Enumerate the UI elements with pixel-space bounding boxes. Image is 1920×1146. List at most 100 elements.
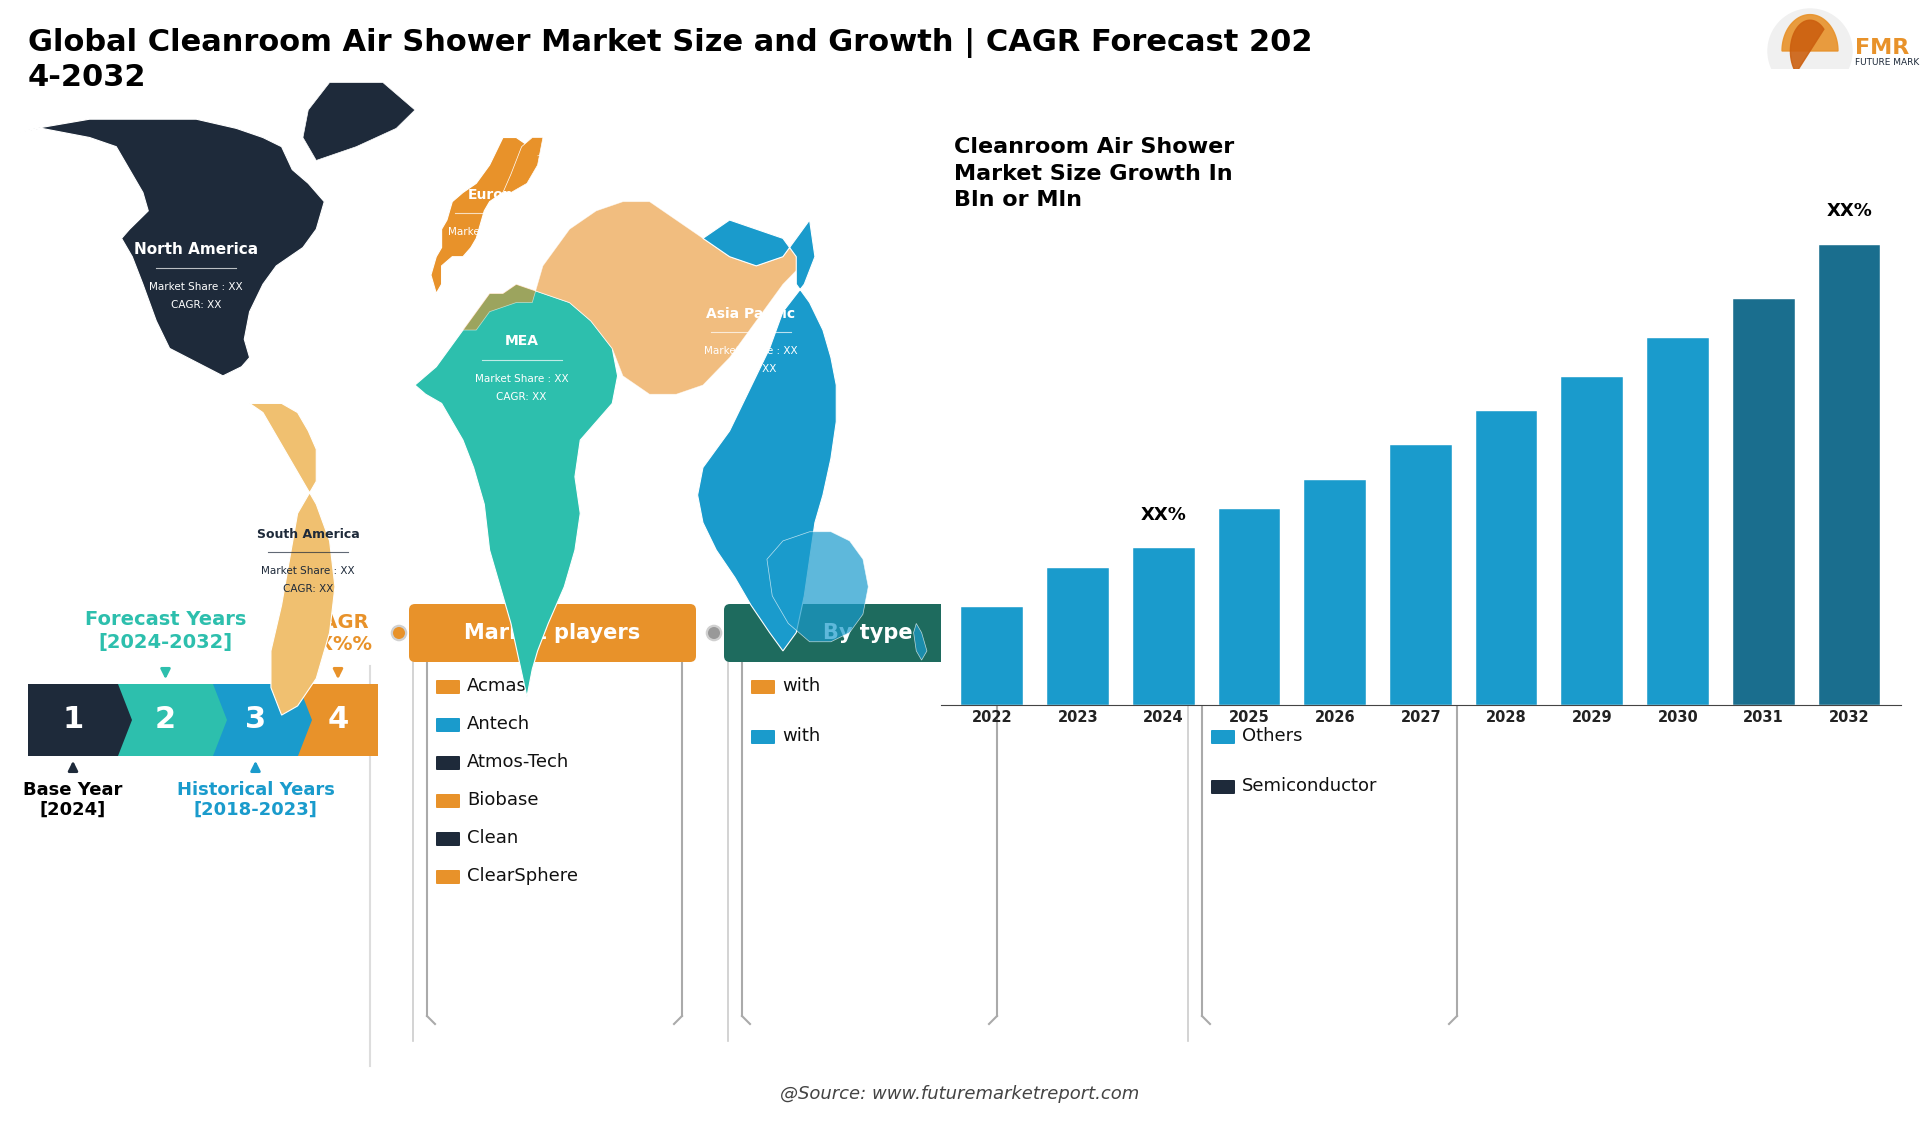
Text: XX%: XX% bbox=[1826, 203, 1872, 220]
Text: Medical: Medical bbox=[1242, 677, 1311, 694]
Text: with: with bbox=[781, 677, 820, 694]
Bar bbox=[117, 684, 213, 756]
Bar bbox=[1390, 446, 1452, 705]
Text: Others: Others bbox=[1242, 727, 1302, 745]
Bar bbox=[298, 684, 378, 756]
Polygon shape bbox=[463, 119, 837, 394]
FancyBboxPatch shape bbox=[436, 756, 461, 770]
Polygon shape bbox=[303, 83, 415, 160]
Bar bbox=[213, 684, 298, 756]
Bar bbox=[1561, 377, 1622, 705]
Text: By type: By type bbox=[822, 623, 912, 643]
Polygon shape bbox=[298, 684, 311, 756]
Text: Forecast Years: Forecast Years bbox=[84, 610, 246, 629]
Text: Market players: Market players bbox=[465, 623, 641, 643]
Bar bbox=[1219, 509, 1281, 705]
Text: XX%%: XX%% bbox=[303, 635, 372, 654]
Text: Biobase: Biobase bbox=[467, 791, 538, 809]
Bar bbox=[1647, 338, 1709, 705]
Circle shape bbox=[705, 625, 724, 642]
Text: CAGR: XX: CAGR: XX bbox=[282, 584, 334, 595]
Text: Atmos-Tech: Atmos-Tech bbox=[467, 753, 568, 771]
Text: CAGR: XX: CAGR: XX bbox=[726, 364, 776, 375]
Text: XX%: XX% bbox=[1140, 505, 1187, 524]
Text: 4: 4 bbox=[328, 706, 349, 735]
Text: [2018-2023]: [2018-2023] bbox=[194, 801, 317, 819]
Text: Base Year: Base Year bbox=[23, 782, 123, 799]
Polygon shape bbox=[503, 138, 543, 193]
FancyBboxPatch shape bbox=[436, 870, 461, 884]
Circle shape bbox=[1167, 627, 1181, 639]
Text: MEA: MEA bbox=[505, 335, 540, 348]
Circle shape bbox=[1165, 625, 1183, 642]
Text: CAGR: CAGR bbox=[307, 613, 369, 631]
Circle shape bbox=[394, 627, 405, 639]
Bar bbox=[962, 607, 1023, 705]
FancyBboxPatch shape bbox=[1212, 680, 1235, 694]
Text: 4-2032: 4-2032 bbox=[29, 63, 146, 92]
Circle shape bbox=[1768, 9, 1853, 93]
Circle shape bbox=[390, 625, 407, 642]
FancyBboxPatch shape bbox=[436, 719, 461, 732]
Polygon shape bbox=[415, 284, 618, 697]
Text: FUTURE MARKET REPORT: FUTURE MARKET REPORT bbox=[1855, 58, 1920, 66]
Text: [2024-2032]: [2024-2032] bbox=[98, 633, 232, 652]
Bar bbox=[1734, 299, 1795, 705]
Text: Asia Pacific: Asia Pacific bbox=[707, 307, 795, 321]
Text: Antech: Antech bbox=[467, 715, 530, 733]
Text: with: with bbox=[781, 727, 820, 745]
FancyBboxPatch shape bbox=[751, 730, 776, 744]
Bar bbox=[1046, 567, 1110, 705]
FancyBboxPatch shape bbox=[751, 680, 776, 694]
Text: Market Share : XX: Market Share : XX bbox=[705, 346, 797, 356]
Text: North America: North America bbox=[134, 242, 259, 257]
Text: 2: 2 bbox=[156, 706, 177, 735]
Text: Market Share : XX: Market Share : XX bbox=[474, 374, 568, 384]
Polygon shape bbox=[430, 138, 538, 293]
Bar bbox=[1304, 480, 1365, 705]
FancyBboxPatch shape bbox=[1212, 780, 1235, 794]
Text: Cleanroom Air Shower
Market Size Growth In
Bln or Mln: Cleanroom Air Shower Market Size Growth … bbox=[954, 138, 1235, 210]
Bar bbox=[1133, 548, 1194, 705]
FancyBboxPatch shape bbox=[1212, 730, 1235, 744]
Text: Acmas: Acmas bbox=[467, 677, 526, 694]
FancyBboxPatch shape bbox=[724, 604, 1012, 662]
Text: CAGR: XX: CAGR: XX bbox=[497, 392, 547, 402]
Text: [2024]: [2024] bbox=[40, 801, 106, 819]
Text: Clean: Clean bbox=[467, 829, 518, 847]
Text: Europe: Europe bbox=[467, 188, 522, 202]
Text: 1: 1 bbox=[61, 706, 84, 735]
Polygon shape bbox=[1782, 15, 1837, 52]
Text: Historical Years: Historical Years bbox=[177, 782, 334, 799]
Bar bbox=[1818, 245, 1880, 705]
Polygon shape bbox=[697, 220, 837, 651]
Text: CAGR: XX: CAGR: XX bbox=[171, 300, 221, 311]
FancyBboxPatch shape bbox=[436, 794, 461, 808]
Text: South America: South America bbox=[257, 528, 359, 541]
Polygon shape bbox=[1791, 21, 1824, 73]
Text: Market Share : XX: Market Share : XX bbox=[150, 282, 244, 292]
Polygon shape bbox=[117, 684, 132, 756]
FancyBboxPatch shape bbox=[409, 604, 695, 662]
Text: FMR: FMR bbox=[1855, 38, 1908, 58]
Bar bbox=[1476, 411, 1538, 705]
FancyBboxPatch shape bbox=[436, 680, 461, 694]
Polygon shape bbox=[250, 403, 334, 715]
Circle shape bbox=[708, 627, 720, 639]
Polygon shape bbox=[766, 532, 868, 642]
Text: ClearSphere: ClearSphere bbox=[467, 868, 578, 885]
Text: CAGR: XX: CAGR: XX bbox=[470, 245, 520, 256]
Text: 3: 3 bbox=[246, 706, 267, 735]
Polygon shape bbox=[914, 623, 927, 660]
Text: Semiconductor: Semiconductor bbox=[1242, 777, 1377, 795]
Bar bbox=[29, 684, 117, 756]
Text: Global Cleanroom Air Shower Market Size and Growth | CAGR Forecast 202: Global Cleanroom Air Shower Market Size … bbox=[29, 28, 1313, 58]
Text: Market Share : XX: Market Share : XX bbox=[447, 227, 541, 237]
Text: @Source: www.futuremarketreport.com: @Source: www.futuremarketreport.com bbox=[780, 1085, 1140, 1102]
Text: By application: By application bbox=[1244, 623, 1411, 643]
Polygon shape bbox=[15, 119, 324, 376]
FancyBboxPatch shape bbox=[1185, 604, 1471, 662]
Polygon shape bbox=[213, 684, 227, 756]
FancyBboxPatch shape bbox=[436, 832, 461, 846]
Text: Market Share : XX: Market Share : XX bbox=[261, 566, 355, 576]
